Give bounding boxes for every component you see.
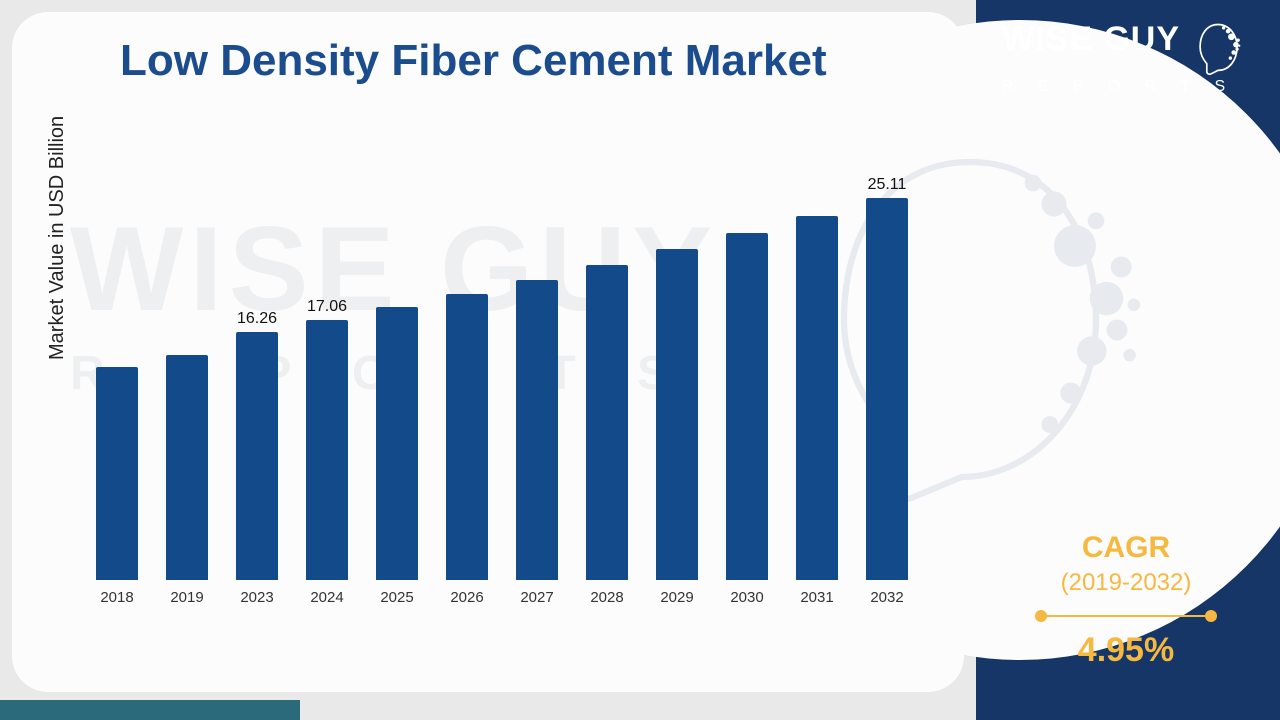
bar-category-label: 2031 — [800, 589, 833, 606]
bar-category-label: 2019 — [170, 589, 203, 606]
bar-category-label: 2023 — [240, 589, 273, 606]
bar-rect — [236, 332, 278, 580]
bar-category-label: 2032 — [870, 589, 903, 606]
bar-category-label: 2026 — [450, 589, 483, 606]
bar-value-label: 25.11 — [868, 176, 907, 194]
bar-rect — [656, 249, 698, 580]
bar-rect — [586, 265, 628, 580]
bottom-strip — [0, 700, 300, 720]
cagr-label: CAGR — [1016, 531, 1236, 565]
bar-category-label: 2029 — [660, 589, 693, 606]
bar-2032: 25.112032 — [862, 176, 912, 580]
bar-rect — [446, 294, 488, 580]
bar-2024: 17.062024 — [302, 298, 352, 580]
bar-2029: 2029 — [652, 227, 702, 580]
logo-sub: R E P O R T S — [1002, 78, 1252, 96]
bar-2028: 2028 — [582, 243, 632, 580]
bar-rect — [516, 280, 558, 580]
bar-category-label: 2024 — [310, 589, 343, 606]
bar-value-label: 17.06 — [307, 298, 347, 316]
brand-logo: WISE GUY R E P O R T S — [1002, 20, 1252, 96]
cagr-value: 4.95% — [1016, 631, 1236, 670]
logo-brand: WISE GUY — [1002, 20, 1180, 59]
logo-head-icon — [1190, 20, 1246, 76]
bar-rect — [166, 355, 208, 580]
bar-2030: 2030 — [722, 211, 772, 580]
bar-rect — [306, 320, 348, 580]
cagr-block: CAGR (2019-2032) 4.95% — [1016, 531, 1236, 670]
bar-2025: 2025 — [372, 285, 422, 580]
bar-value-label: 16.26 — [237, 310, 277, 328]
bar-rect — [96, 367, 138, 580]
bar-rect — [726, 233, 768, 580]
bar-category-label: 2025 — [380, 589, 413, 606]
bar-2031: 2031 — [792, 194, 842, 580]
bar-rect — [376, 307, 418, 580]
bar-2018: 2018 — [92, 345, 142, 580]
bar-chart: 2018201916.26202317.06202420252026202720… — [92, 160, 912, 610]
bar-category-label: 2027 — [520, 589, 553, 606]
bar-category-label: 2028 — [590, 589, 623, 606]
bar-container: 2018 2019 16.262023 17.062024 2025 2026 2027 20… — [92, 160, 912, 580]
bar-2027: 2027 — [512, 258, 562, 580]
y-axis-label: Market Value in USD Billion — [46, 116, 69, 360]
cagr-period: (2019-2032) — [1016, 569, 1236, 597]
cagr-divider — [1041, 615, 1211, 617]
bar-category-label: 2018 — [100, 589, 133, 606]
bar-rect — [866, 198, 908, 580]
bar-category-label: 2030 — [730, 589, 763, 606]
bar-2019: 2019 — [162, 333, 212, 580]
chart-title: Low Density Fiber Cement Market — [120, 36, 827, 86]
bar-2023: 16.262023 — [232, 310, 282, 580]
bar-rect — [796, 216, 838, 580]
bar-2026: 2026 — [442, 272, 492, 580]
